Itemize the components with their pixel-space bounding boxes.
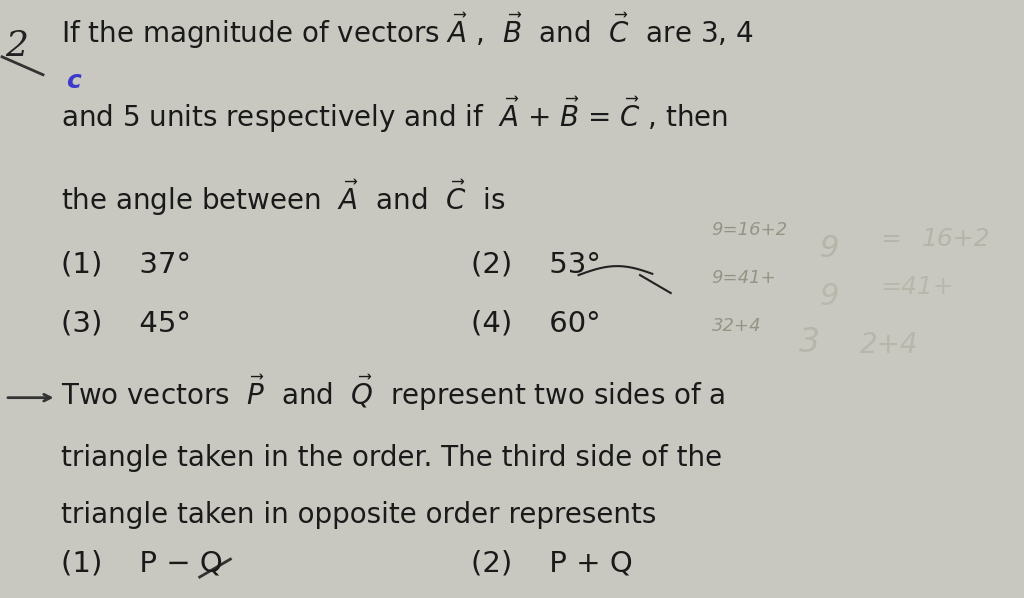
Text: =41+: =41+: [881, 275, 954, 299]
Text: 2: 2: [5, 29, 28, 63]
Text: 32+4: 32+4: [712, 317, 761, 335]
Text: 9: 9: [819, 282, 839, 311]
Text: (3)    45°: (3) 45°: [61, 310, 191, 338]
Text: and 5 units respectively and if  $\vec{A}$ + $\vec{B}$ = $\vec{C}$ , then: and 5 units respectively and if $\vec{A}…: [61, 94, 728, 135]
Text: (2)    P + Q: (2) P + Q: [471, 549, 633, 577]
Text: (4)    60°: (4) 60°: [471, 310, 601, 338]
Text: 16+2: 16+2: [922, 227, 990, 251]
Text: triangle taken in the order. The third side of the: triangle taken in the order. The third s…: [61, 444, 723, 472]
Text: 2+4: 2+4: [860, 331, 919, 359]
Text: (2)    53°: (2) 53°: [471, 250, 601, 278]
Text: 9=41+: 9=41+: [712, 269, 776, 287]
Text: =: =: [881, 227, 902, 251]
Text: (1)    37°: (1) 37°: [61, 250, 191, 278]
Text: 3: 3: [799, 326, 820, 359]
Text: the angle between  $\vec{A}$  and  $\vec{C}$  is: the angle between $\vec{A}$ and $\vec{C}…: [61, 178, 506, 218]
Text: c: c: [67, 69, 82, 93]
Text: (1)    P − Q: (1) P − Q: [61, 549, 223, 577]
Text: 9: 9: [819, 234, 839, 263]
Text: triangle taken in opposite order represents: triangle taken in opposite order represe…: [61, 501, 656, 529]
Text: Two vectors  $\vec{P}$  and  $\vec{Q}$  represent two sides of a: Two vectors $\vec{P}$ and $\vec{Q}$ repr…: [61, 373, 726, 413]
Text: 9=16+2: 9=16+2: [712, 221, 787, 239]
Text: If the magnitude of vectors $\vec{A}$ ,  $\vec{B}$  and  $\vec{C}$  are 3, 4: If the magnitude of vectors $\vec{A}$ , …: [61, 11, 754, 51]
